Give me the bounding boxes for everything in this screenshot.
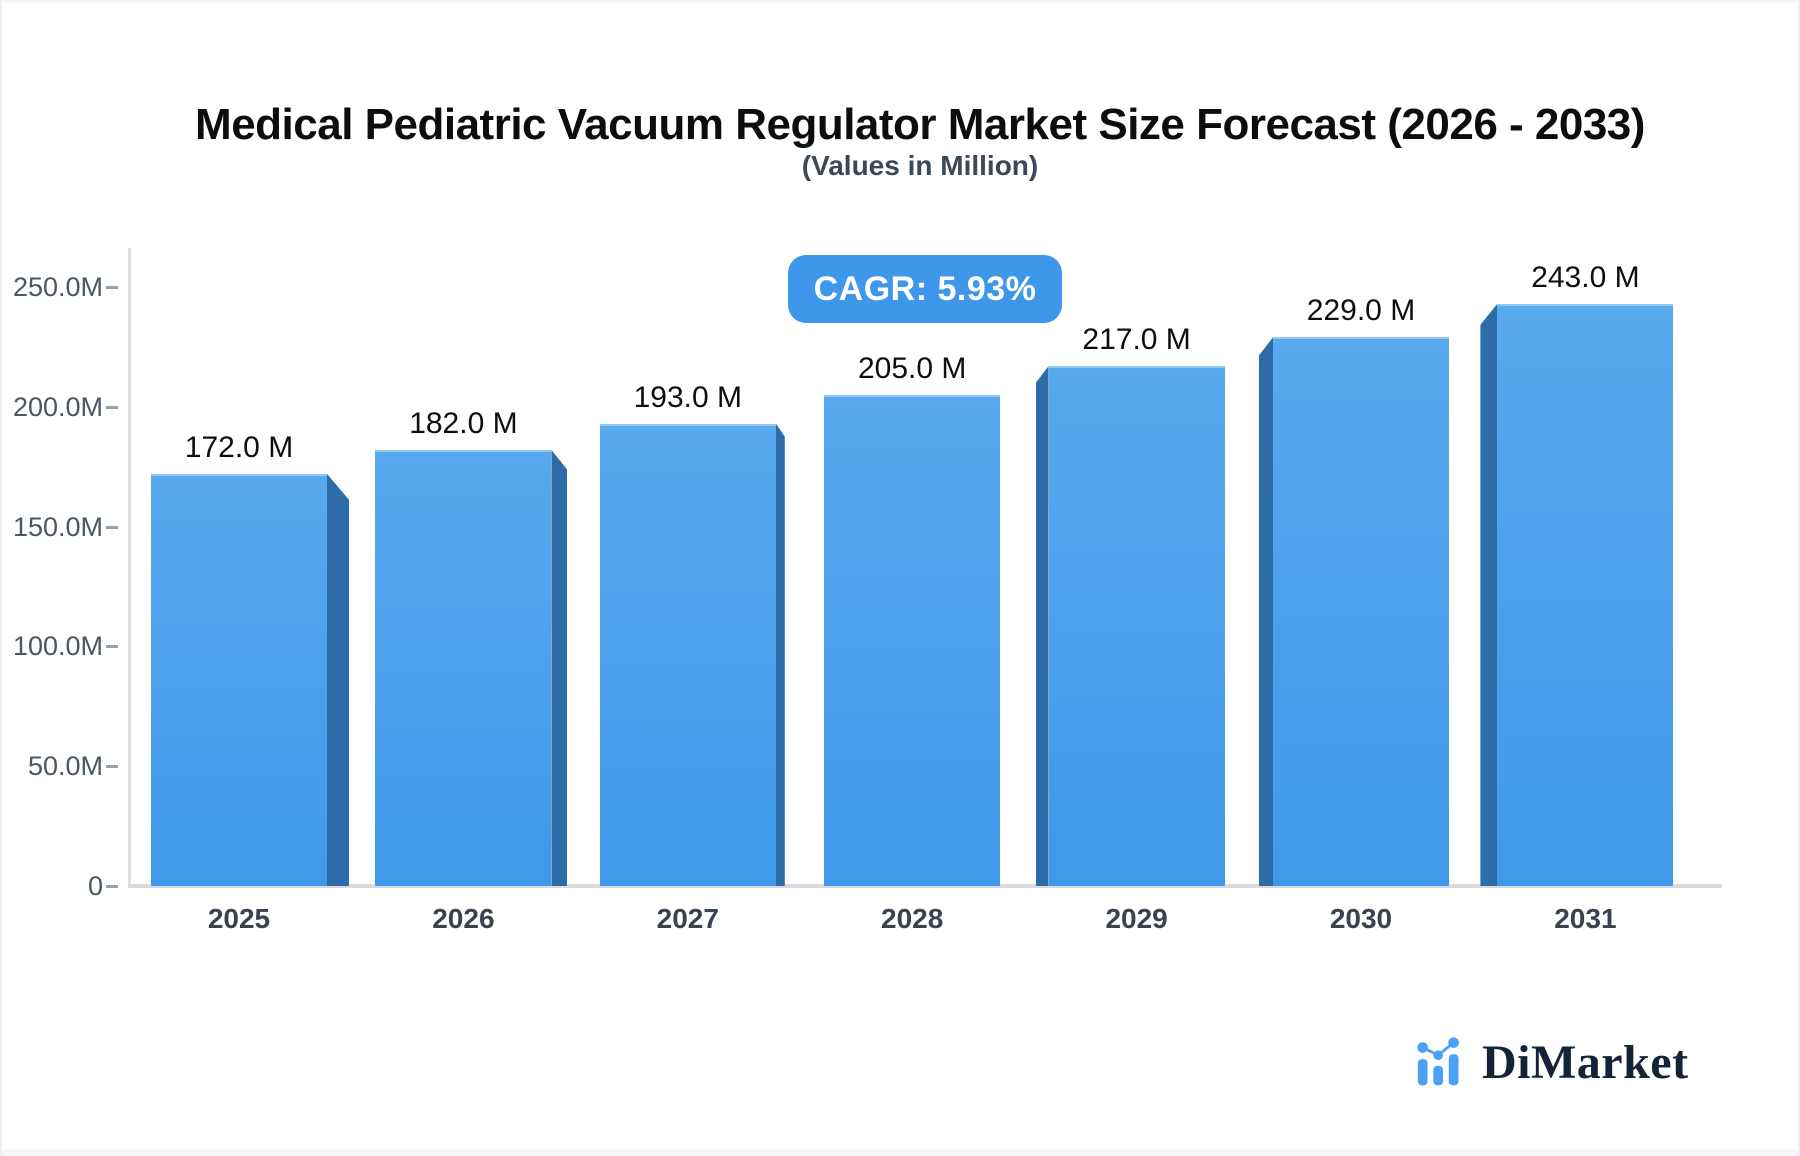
- y-axis-tick-mark: [106, 645, 118, 649]
- chart-title: Medical Pediatric Vacuum Regulator Marke…: [195, 100, 1645, 149]
- y-axis-tick-mark: [106, 525, 118, 529]
- y-axis-line: [128, 248, 131, 888]
- x-axis-tick-label: 2031: [1554, 903, 1617, 934]
- bar-value-label: 205.0 M: [857, 351, 967, 385]
- page-edge-bottom: [0, 1149, 1800, 1156]
- y-axis-tick-label: 150.0M: [12, 511, 103, 542]
- bar-3d-side: [551, 449, 568, 886]
- bar-3d-side: [775, 423, 785, 886]
- cagr-badge-label: CAGR: 5.93%: [813, 269, 1037, 308]
- y-axis-tick-label: 50.0M: [27, 751, 103, 782]
- y-axis-tick-mark: [106, 765, 118, 769]
- bar-value-label: 182.0 M: [409, 406, 518, 440]
- bar-3d-side: [1480, 303, 1498, 886]
- brand-logo: DiMarket: [1414, 1030, 1689, 1094]
- bar-3d-side: [327, 473, 349, 886]
- bar-value-label: 229.0 M: [1306, 294, 1416, 328]
- y-axis-tick-mark: [106, 885, 118, 888]
- y-axis-tick-label: 200.0M: [12, 391, 103, 422]
- brand-wordmark: DiMarket: [1482, 1035, 1689, 1089]
- x-axis-tick-label: 2029: [1105, 903, 1168, 934]
- y-axis-tick-mark: [106, 405, 118, 409]
- bar-value-label: 193.0 M: [633, 380, 742, 414]
- x-axis-tick-label: 2027: [656, 903, 719, 934]
- bar-2030: [1273, 337, 1449, 886]
- y-axis-tick-mark: [106, 286, 118, 289]
- chart-subtitle: (Values in Million): [801, 150, 1039, 181]
- bar-2029: [1048, 366, 1225, 886]
- y-axis-tick-label: 250.0M: [12, 272, 103, 302]
- x-axis-tick-label: 2030: [1329, 903, 1393, 934]
- bar-value-label: 217.0 M: [1082, 323, 1191, 357]
- bar-2025: [151, 473, 327, 886]
- x-axis-tick-label: 2026: [432, 903, 495, 934]
- bar-2031: [1497, 303, 1674, 886]
- bar-3d-side: [1035, 366, 1049, 886]
- bar-value-label: 172.0 M: [184, 430, 294, 464]
- x-axis-tick-label: 2025: [207, 903, 271, 934]
- page-edge-right: [1798, 0, 1800, 1156]
- y-axis-tick-label: 100.0M: [12, 631, 103, 662]
- bar-3d-side: [1259, 337, 1273, 886]
- bar-2028: [824, 394, 1001, 886]
- bar-2026: [375, 449, 552, 886]
- bar-value-label: 243.0 M: [1531, 260, 1640, 294]
- x-axis-tick-label: 2028: [881, 903, 944, 934]
- y-axis-tick-label: 0: [87, 871, 103, 901]
- x-axis-line: [128, 884, 1722, 888]
- page-edge-left: [0, 0, 2, 1156]
- cagr-badge: CAGR: 5.93%: [788, 255, 1062, 323]
- bar-2027: [599, 423, 776, 886]
- page-edge-top: [0, 0, 1800, 3]
- dimarket-bars-icon: [1417, 1037, 1459, 1086]
